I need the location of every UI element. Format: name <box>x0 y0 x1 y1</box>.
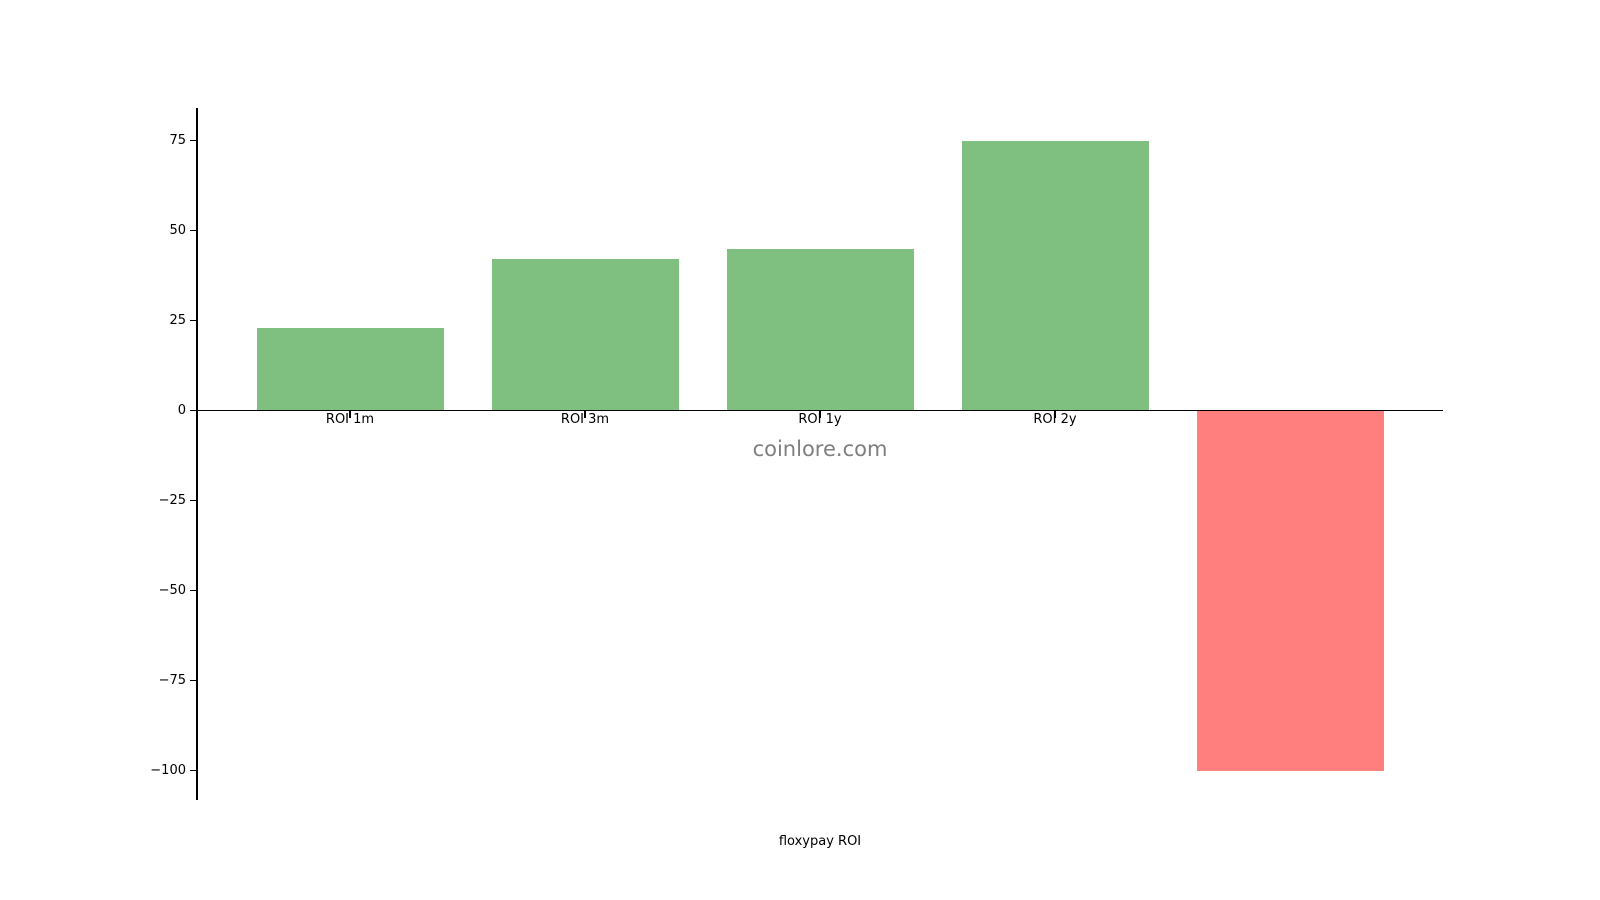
x-axis-spine <box>197 409 1443 412</box>
y-axis-tick <box>189 589 197 592</box>
y-axis-tick <box>189 139 197 142</box>
y-tick-label: −75 <box>158 673 186 688</box>
y-axis-tick <box>189 319 197 322</box>
x-axis-tick <box>1054 411 1056 419</box>
bar-unlabeled-negative <box>1196 410 1384 771</box>
y-tick-label: −100 <box>150 763 186 778</box>
x-axis-tick <box>349 411 351 419</box>
y-axis-tick <box>189 229 197 232</box>
y-tick-label: 0 <box>177 403 186 418</box>
y-axis-tick <box>189 409 197 412</box>
y-tick-label: −25 <box>158 493 186 508</box>
x-tick-label: ROI 3m <box>560 412 610 427</box>
y-tick-label: 25 <box>169 313 186 328</box>
x-axis-title: floxypay ROI <box>778 834 862 849</box>
x-axis-tick <box>584 411 586 419</box>
bar-roi-1m <box>256 327 444 411</box>
watermark-text: coinlore.com <box>752 437 888 461</box>
y-tick-label: −50 <box>158 583 186 598</box>
y-axis-tick <box>189 499 197 502</box>
bar-roi-3m <box>491 259 679 411</box>
y-tick-label: 50 <box>169 223 186 238</box>
y-axis-tick <box>189 679 197 682</box>
x-tick-label: ROI 2y <box>1033 412 1077 427</box>
bar-roi-2y <box>961 140 1149 411</box>
x-axis-tick <box>819 411 821 419</box>
x-tick-label: ROI 1y <box>798 412 842 427</box>
y-axis-spine <box>196 108 198 800</box>
y-axis-tick <box>189 769 197 772</box>
y-tick-label: 75 <box>169 133 186 148</box>
bar-roi-1y <box>726 248 914 411</box>
x-tick-label: ROI 1m <box>325 412 375 427</box>
